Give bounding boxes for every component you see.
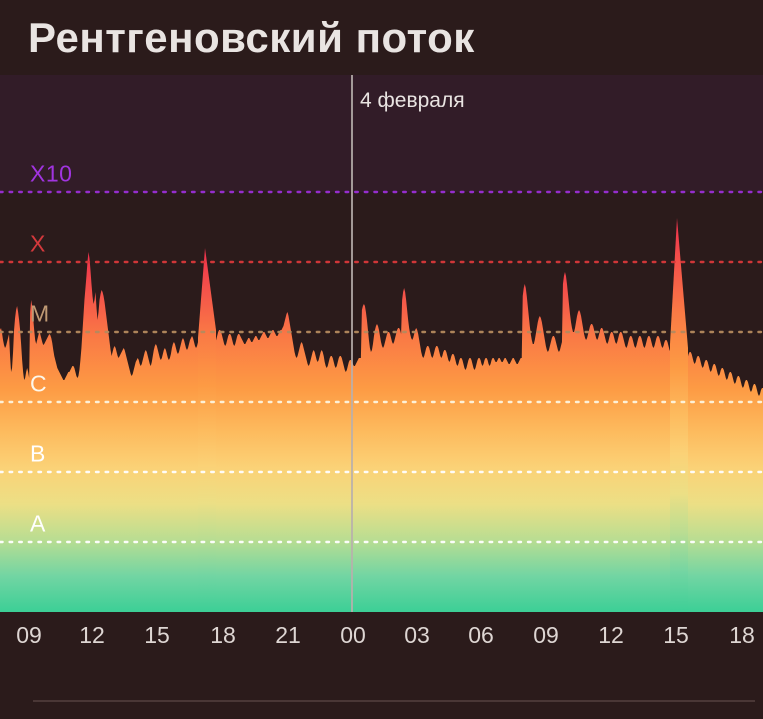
x-axis-label-7: 06 (468, 622, 494, 648)
xray-flux-chart[interactable] (0, 75, 763, 612)
x-axis-label-3: 18 (210, 622, 236, 648)
x-axis-labels: 09 12 15 18 21 00 03 06 09 12 15 18 (0, 614, 763, 664)
y-axis-label-m: M (30, 300, 50, 327)
flux-peak (198, 248, 216, 612)
y-axis-label-c: C (30, 370, 48, 397)
y-axis-label-x10: X10 (30, 160, 73, 187)
chart-band (0, 75, 763, 192)
y-axis-label-a: A (30, 510, 46, 537)
x-axis-label-4: 21 (275, 622, 301, 648)
x-axis-label-10: 15 (663, 622, 689, 648)
bottom-divider (33, 700, 755, 702)
flux-area-series (0, 252, 763, 612)
x-axis-label-9: 12 (598, 622, 624, 648)
x-axis-label-11: 18 (729, 622, 755, 648)
x-axis-label-2: 15 (144, 622, 170, 648)
x-axis-label-5: 00 (340, 622, 366, 648)
chart-canvas[interactable] (0, 75, 763, 612)
flux-peak (670, 218, 688, 612)
x-axis-label-0: 09 (16, 622, 42, 648)
x-axis-label-6: 03 (404, 622, 430, 648)
x-axis-label-8: 09 (533, 622, 559, 648)
day-marker-label: 4 февраля (360, 89, 465, 112)
y-axis-label-b: B (30, 440, 46, 467)
x-axis-label-1: 12 (79, 622, 105, 648)
y-axis-label-x: X (30, 230, 46, 257)
page-title: Рентгеновский поток (28, 14, 475, 61)
